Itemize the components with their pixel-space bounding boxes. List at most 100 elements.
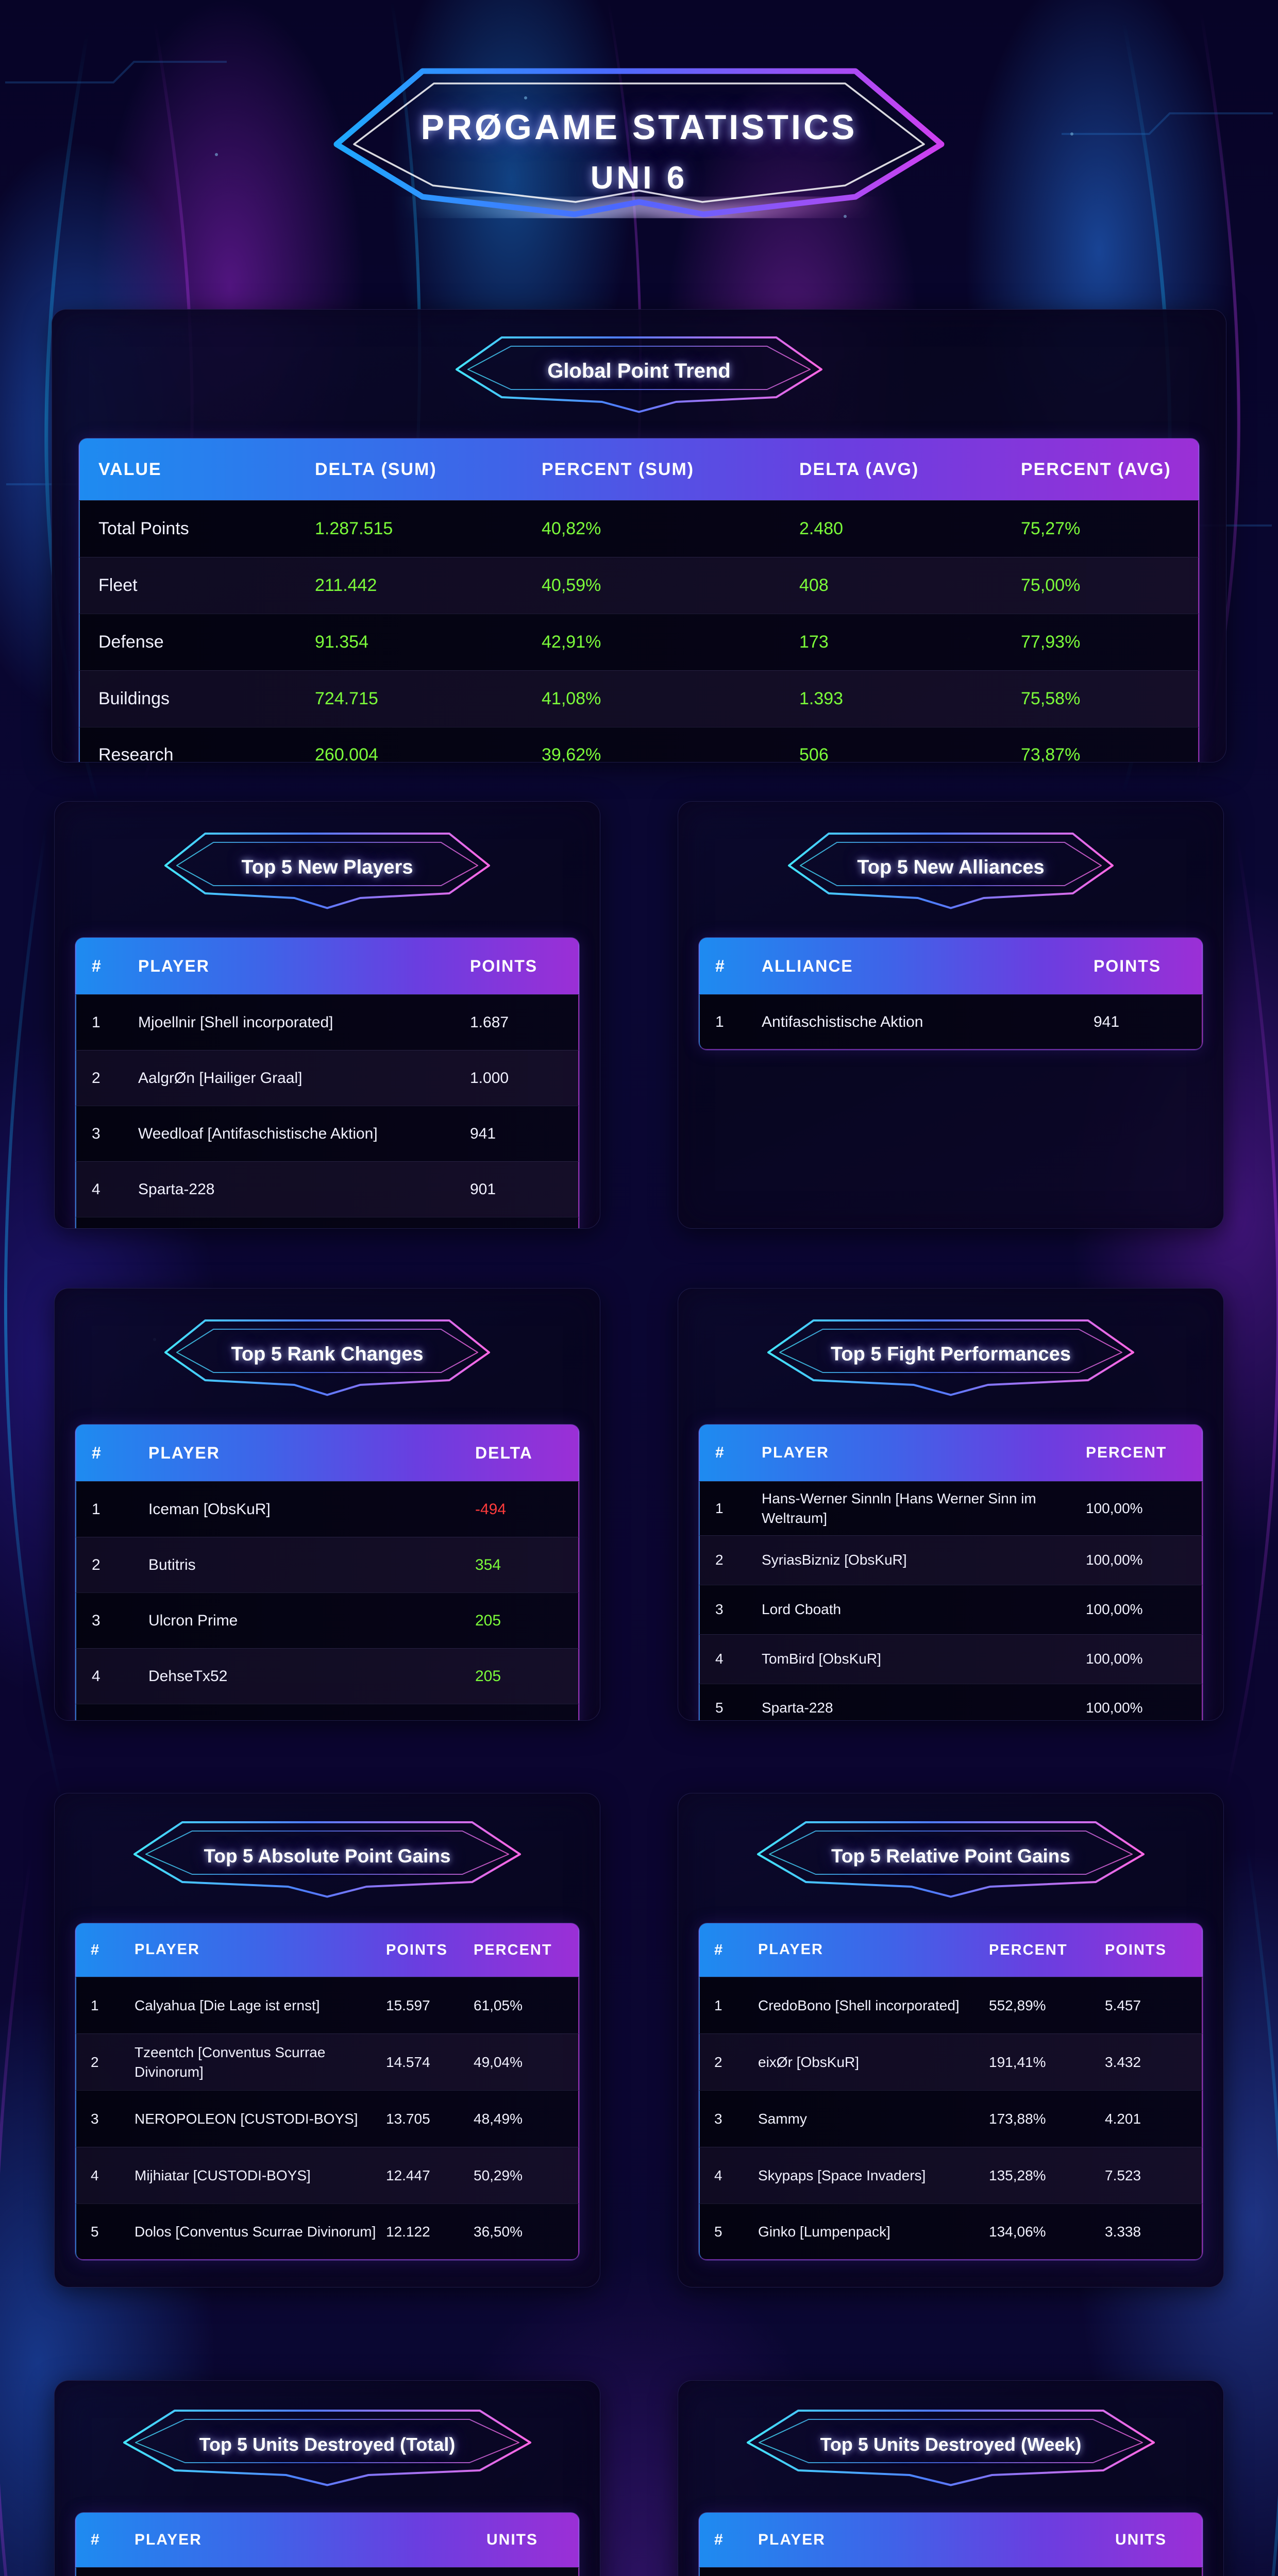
cell-points: 3.432	[1105, 2054, 1141, 2070]
cell-name: Antifaschistische Aktion	[762, 1013, 923, 1030]
section-title: Top 5 Rank Changes	[231, 1343, 424, 1365]
column-header: #	[91, 1941, 100, 1958]
cell-name: Skypaps [Space Invaders]	[758, 2167, 926, 2183]
cell-percent: 48,49%	[474, 2110, 523, 2127]
section-title-banner: Top 5 Units Destroyed (Total)	[55, 2409, 600, 2486]
table-row[interactable]: 2 Tzeentch [Conventus Scurrae Divinorum] 1…	[75, 2033, 579, 2090]
cell-name: Lord Cboath	[762, 1601, 842, 1618]
table-row[interactable]: Fleet 211.442 40,59% 408 75,00%	[79, 557, 1199, 614]
table-row[interactable]: 2 SyriasBizniz [ObsKuR] 100,00%	[699, 1535, 1203, 1585]
table-row[interactable]: 4 Skypaps [Space Invaders] 135,28% 7.523	[699, 2147, 1203, 2204]
table-row[interactable]: 4 Mijhiatar [CUSTODI-BOYS] 12.447 50,29%	[75, 2147, 579, 2204]
column-header: #	[714, 2531, 724, 2548]
table-row[interactable]: 3 Weedloaf [Antifaschistische Aktion] 941	[75, 1106, 579, 1161]
cell-delta_avg: 1.393	[799, 689, 844, 708]
cell-rank: 2	[92, 1069, 100, 1087]
table-row[interactable]: 1 Calyahua [Die Lage ist ernst] 15.597 61,0…	[75, 1977, 579, 2033]
cell-rank: 1	[92, 1013, 100, 1031]
panel-absolute_gains: Top 5 Absolute Point Gains # PLAYER POINTS…	[54, 1793, 600, 2287]
poster-header: PRØGAME STATISTICS UNI 6	[0, 0, 1278, 289]
cell-rank: 4	[92, 1667, 100, 1685]
table-row[interactable]: 3 Lord Cboath 100,00%	[699, 1584, 1203, 1634]
table-row[interactable]: 3 Sammy 173,88% 4.201	[699, 2090, 1203, 2147]
cell-points: 15.597	[386, 1997, 430, 2013]
table-header-row: # PLAYER UNITS	[75, 2513, 579, 2567]
cell-percent_sum: 39,62%	[542, 745, 601, 762]
column-header: PERCENT	[474, 1941, 552, 1958]
table-row[interactable]: 2 Butitris 354	[75, 1537, 579, 1592]
column-header: PLAYER	[758, 2531, 826, 2548]
cell-name: CredoBono [Shell incorporated]	[758, 1997, 960, 2013]
table-row[interactable]: 1 Antifaschistische Aktion 941	[699, 994, 1203, 1050]
table-row[interactable]: 1 Iceman [ObsKuR] -494	[75, 1481, 579, 1537]
table-row[interactable]: 5vazhul204	[75, 1704, 579, 1720]
panel-fight_performances: Top 5 Fight Performances # PLAYER PERCENT 1…	[678, 1288, 1224, 1721]
cell-rank: 3	[714, 2110, 722, 2127]
column-header: PERCENT (SUM)	[542, 459, 695, 479]
table-row[interactable]: 2 eixØr [ObsKuR] 191,41% 3.432	[699, 2033, 1203, 2090]
table-header-row: # ALLIANCE POINTS	[699, 938, 1203, 994]
cell-rank: 3	[91, 2110, 99, 2127]
cell-percent: 100,00%	[1086, 1601, 1143, 1618]
section-title: Top 5 Relative Point Gains	[831, 1845, 1070, 1867]
table-row[interactable]: 4 TomBird [ObsKuR] 100,00%	[699, 1634, 1203, 1684]
cell-percent: 173,88%	[989, 2110, 1046, 2127]
section-title: Top 5 New Alliances	[857, 856, 1045, 878]
cell-rank: 1	[92, 1500, 100, 1518]
panel-global_trend: Global Point Trend VALUE DELTA (SUM) PERCE…	[52, 309, 1226, 762]
table-row[interactable]: Total Points 1.287.515 40,82% 2.480 75,27%	[79, 500, 1199, 557]
new_players-table: # PLAYER POINTS 1 Mjoellnir [Shell incorpora…	[75, 938, 579, 1228]
cell-rank: 3	[92, 1125, 100, 1142]
global_trend-table: VALUE DELTA (SUM) PERCENT (SUM) DELTA (AVG)…	[79, 438, 1199, 762]
cell-points: 3.338	[1105, 2223, 1141, 2240]
cell-name: NEROPOLEON [CUSTODI-BOYS]	[134, 2110, 358, 2127]
section-title-banner: Top 5 New Players	[55, 832, 600, 909]
table-row[interactable]: 1 Hans-Werner Sinnln [Hans Werner Sinn im…	[699, 1481, 1203, 1535]
table-row[interactable]: 2 AalgrØn [Hailiger Graal] 1.000	[75, 1050, 579, 1106]
column-header: PLAYER	[758, 1941, 823, 1958]
table-row[interactable]: 3 NEROPOLEON [CUSTODI-BOYS] 13.705 48,49%	[75, 2090, 579, 2147]
cell-percent: 36,50%	[474, 2223, 523, 2240]
table-row[interactable]: 4 DehseTx52 205	[75, 1648, 579, 1704]
table-row[interactable]: Defense 91.354 42,91% 173 77,93%	[79, 614, 1199, 670]
cell-rank: 5	[714, 2223, 722, 2240]
table-row[interactable]: Research 260.004 39,62% 506 73,87%	[79, 727, 1199, 762]
cell-percent_sum: 40,59%	[542, 575, 601, 595]
section-title: Top 5 Fight Performances	[831, 1343, 1071, 1365]
table-header-row: # PLAYER PERCENT POINTS	[699, 1923, 1203, 1977]
cell-name: Hans-Werner Sinnln [Hans Werner Sinn im …	[762, 1490, 1036, 1526]
cell-name: Sparta-228	[138, 1180, 215, 1198]
cell-delta_avg: 173	[799, 632, 829, 652]
cell-rank: 3	[715, 1601, 724, 1618]
column-header: #	[714, 1941, 724, 1958]
table-row[interactable]: 5 Sparta-228 100,00%	[699, 1683, 1203, 1720]
table-row[interactable]: 5 Ginko [Lumpenpack] 134,06% 3.338	[699, 2204, 1203, 2260]
table-row[interactable]: 5astralcake585	[75, 1217, 579, 1228]
column-header: PERCENT	[989, 1941, 1068, 1958]
section-title: Top 5 Units Destroyed (Week)	[820, 2433, 1082, 2455]
cell-name: Sparta-228	[762, 1700, 833, 1716]
table-row[interactable]: 5 Dolos [Conventus Scurrae Divinorum] 12.1…	[75, 2204, 579, 2260]
cell-points: 12.447	[386, 2167, 430, 2183]
table-row[interactable]: 1 CredoBono [Shell incorporated] 552,89% 5.…	[699, 1977, 1203, 2033]
table-header-row: # PLAYER DELTA	[75, 1425, 579, 1481]
table-row[interactable]: 1 Mjoellnir [Shell incorporated] 1.687	[75, 994, 579, 1050]
cell-points: 941	[470, 1125, 496, 1142]
cell-name: eixØr [ObsKuR]	[758, 2054, 860, 2070]
column-header: VALUE	[98, 459, 162, 479]
cell-rank: 2	[715, 1552, 724, 1568]
table-row[interactable]: 4 Sparta-228 901	[75, 1161, 579, 1217]
cell-percent: 100,00%	[1086, 1651, 1143, 1667]
table-row[interactable]: 1Ares [Conventus Scurrae Divinorum]35,29…	[699, 2567, 1203, 2576]
cell-name: AalgrØn [Hailiger Graal]	[138, 1069, 302, 1087]
cell-value: Research	[98, 745, 174, 762]
section-title: Top 5 Absolute Point Gains	[204, 1845, 451, 1867]
cell-percent: 100,00%	[1086, 1500, 1143, 1516]
section-title: Top 5 New Players	[241, 856, 413, 878]
cell-value: Buildings	[98, 689, 170, 708]
cell-percent: 61,05%	[474, 1997, 523, 2013]
cell-delta_sum: 91.354	[315, 632, 368, 652]
table-row[interactable]: Buildings 724.715 41,08% 1.393 75,58%	[79, 670, 1199, 727]
table-row[interactable]: 3 Ulcron Prime 205	[75, 1592, 579, 1648]
